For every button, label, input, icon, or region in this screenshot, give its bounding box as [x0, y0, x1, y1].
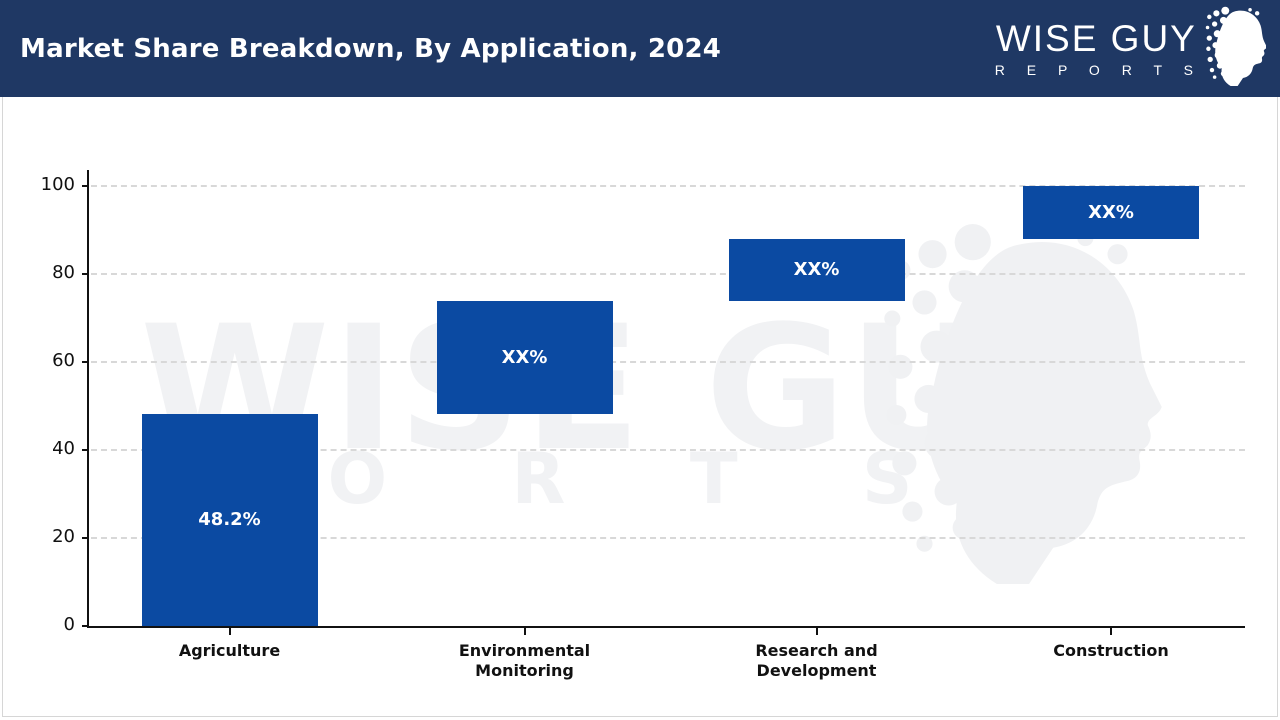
x-tick-mark-construction	[1110, 628, 1112, 635]
x-tick-mark-research-and-development	[815, 628, 818, 635]
logo-wordmark: WISE GUY R E P O R T S	[991, 17, 1202, 79]
logo: WISE GUY R E P O R T S	[991, 5, 1267, 93]
y-tick-mark-80	[82, 273, 89, 275]
y-tick-label-0: 0	[63, 614, 75, 635]
y-tick-label-80: 80	[52, 262, 75, 283]
gridline-60	[91, 361, 1245, 363]
bar-construction: XX%	[1023, 186, 1199, 239]
x-tick-mark-agriculture	[228, 628, 231, 635]
y-tick-label-60: 60	[52, 350, 75, 371]
x-category-label-agriculture: Agriculture	[115, 641, 345, 661]
x-axis-spine	[87, 626, 1245, 628]
gridline-80	[91, 273, 1245, 275]
y-tick-mark-0	[82, 625, 89, 627]
bar-agriculture: 48.2%	[141, 413, 318, 626]
x-category-label-research-and-development: Research and Development	[702, 641, 932, 681]
bar-environmental-monitoring: XX%	[436, 300, 613, 414]
y-tick-label-40: 40	[52, 438, 75, 459]
x-category-label-line: Development	[756, 661, 877, 680]
x-category-label-line: Monitoring	[475, 661, 574, 680]
gridline-40	[91, 449, 1245, 451]
header-bar: Market Share Breakdown, By Application, …	[0, 0, 1280, 97]
logo-wordmark-line2: R E P O R T S	[994, 61, 1202, 78]
x-tick-mark-environmental-monitoring	[523, 628, 526, 635]
logo-face-icon	[1204, 5, 1267, 93]
logo-wordmark-line1: WISE GUY	[995, 17, 1197, 59]
gridline-20	[91, 537, 1245, 539]
page-title: Market Share Breakdown, By Application, …	[20, 33, 722, 64]
bar-value-label: XX%	[1088, 201, 1134, 223]
y-tick-mark-60	[82, 361, 89, 363]
bar-value-label: XX%	[501, 346, 548, 368]
x-category-label-environmental-monitoring: Environmental Monitoring	[410, 641, 640, 681]
bar-research-and-development: XX%	[728, 238, 905, 301]
x-category-label-line: Research and	[755, 641, 878, 660]
x-category-label-line: Construction	[1053, 641, 1169, 660]
x-category-label-line: Agriculture	[178, 641, 281, 660]
y-axis-spine	[87, 170, 89, 628]
y-tick-mark-40	[82, 449, 89, 451]
y-tick-mark-20	[82, 537, 89, 539]
gridline-100	[91, 185, 1245, 187]
y-tick-mark-100	[82, 185, 89, 187]
x-category-label-construction: Construction	[996, 641, 1226, 661]
y-tick-label-100: 100	[40, 174, 75, 195]
bar-value-label: XX%	[793, 259, 840, 281]
bar-value-label: 48.2%	[198, 509, 261, 531]
y-tick-label-20: 20	[52, 526, 75, 547]
x-category-label-line: Environmental	[458, 641, 591, 660]
watermark-face-icon	[862, 222, 1172, 596]
